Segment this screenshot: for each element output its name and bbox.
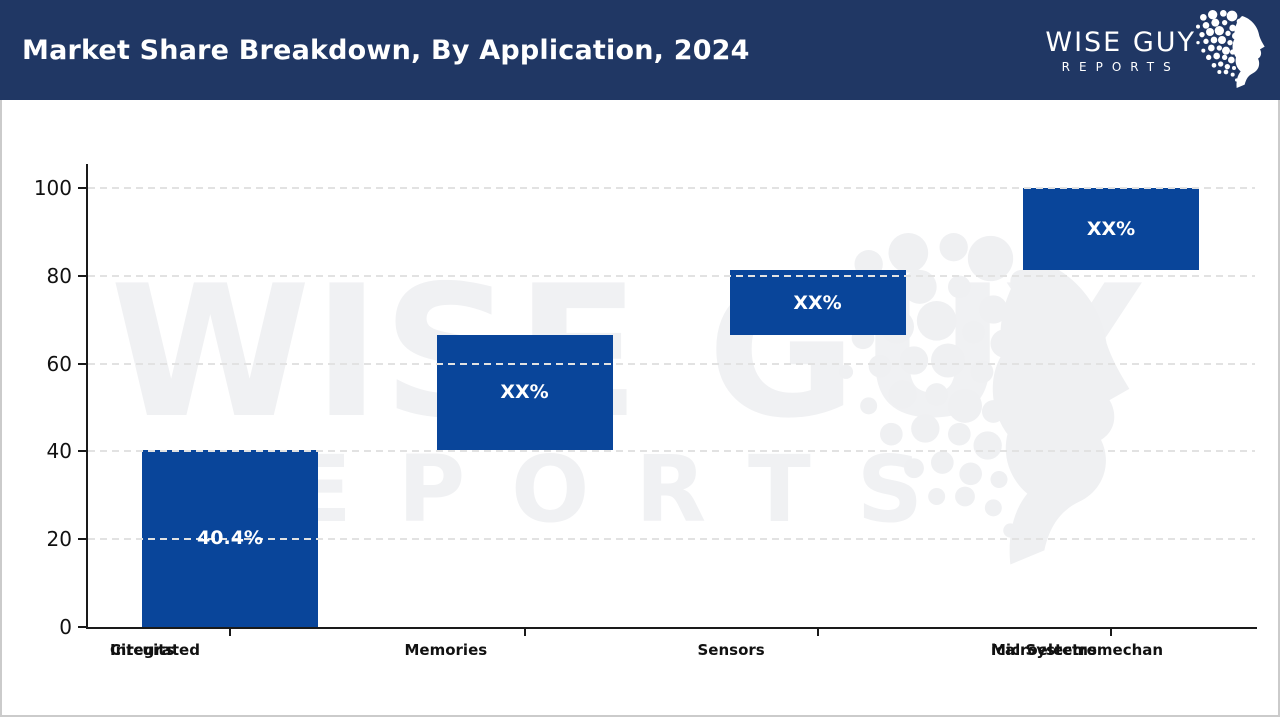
x-tick-label-line: ical Systems — [991, 641, 1097, 659]
y-tick-label: 100 — [33, 176, 72, 200]
gridline — [88, 187, 1255, 189]
y-axis-tick — [78, 538, 87, 541]
gridline — [88, 538, 1255, 541]
plot-area — [86, 164, 1257, 629]
y-tick-label: 40 — [46, 439, 72, 464]
x-axis-tick — [816, 629, 819, 636]
x-axis-tick — [229, 629, 231, 636]
x-tick-label-line: Microelectromechan — [991, 641, 1164, 659]
y-axis-tick — [78, 362, 87, 365]
x-tick-label-line: Integrated — [110, 641, 200, 659]
x-axis-tick — [523, 629, 526, 636]
y-tick-label: 60 — [46, 351, 72, 376]
x-tick-label-line: Sensors — [697, 641, 765, 659]
bar — [729, 270, 906, 336]
header: Market Share Breakdown, By Application, … — [0, 0, 1280, 100]
y-axis-tick — [78, 274, 87, 277]
y-axis-tick — [78, 626, 87, 628]
x-tick-label-line: Circuits — [110, 641, 175, 659]
bar — [1023, 188, 1199, 271]
wiseguy-logo: WISE GUY REPORTS — [1045, 8, 1270, 92]
bar — [436, 335, 613, 450]
gridline — [88, 274, 1255, 277]
page-title: Market Share Breakdown, By Application, … — [22, 34, 750, 66]
y-axis-tick — [78, 187, 87, 189]
gridline — [88, 362, 1255, 365]
y-axis-tick — [78, 450, 87, 453]
bar-value-label: XX% — [793, 291, 842, 314]
logo-text: WISE GUY REPORTS — [1045, 27, 1196, 74]
y-tick-label: 20 — [46, 527, 72, 552]
y-tick-label: 80 — [46, 263, 72, 288]
gridline — [88, 450, 1255, 453]
bar-value-label: XX% — [500, 381, 549, 404]
y-tick-label: 0 — [59, 615, 72, 639]
x-tick-label-line: Memories — [404, 641, 488, 659]
x-axis-tick — [1110, 629, 1112, 636]
logo-subtitle: REPORTS — [1061, 59, 1180, 74]
bar-value-label: 40.4% — [197, 527, 263, 550]
logo-wordmark: WISE GUY — [1045, 26, 1196, 58]
wiseguy-face-icon — [1196, 10, 1265, 88]
bar-value-label: XX% — [1086, 218, 1136, 241]
